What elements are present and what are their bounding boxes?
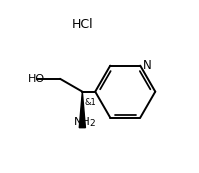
Polygon shape xyxy=(79,92,85,128)
Text: HO: HO xyxy=(28,74,45,84)
Text: HCl: HCl xyxy=(71,18,93,31)
Text: N: N xyxy=(143,59,151,72)
Text: &1: &1 xyxy=(84,98,96,107)
Text: NH: NH xyxy=(74,117,91,127)
Text: 2: 2 xyxy=(89,119,95,128)
